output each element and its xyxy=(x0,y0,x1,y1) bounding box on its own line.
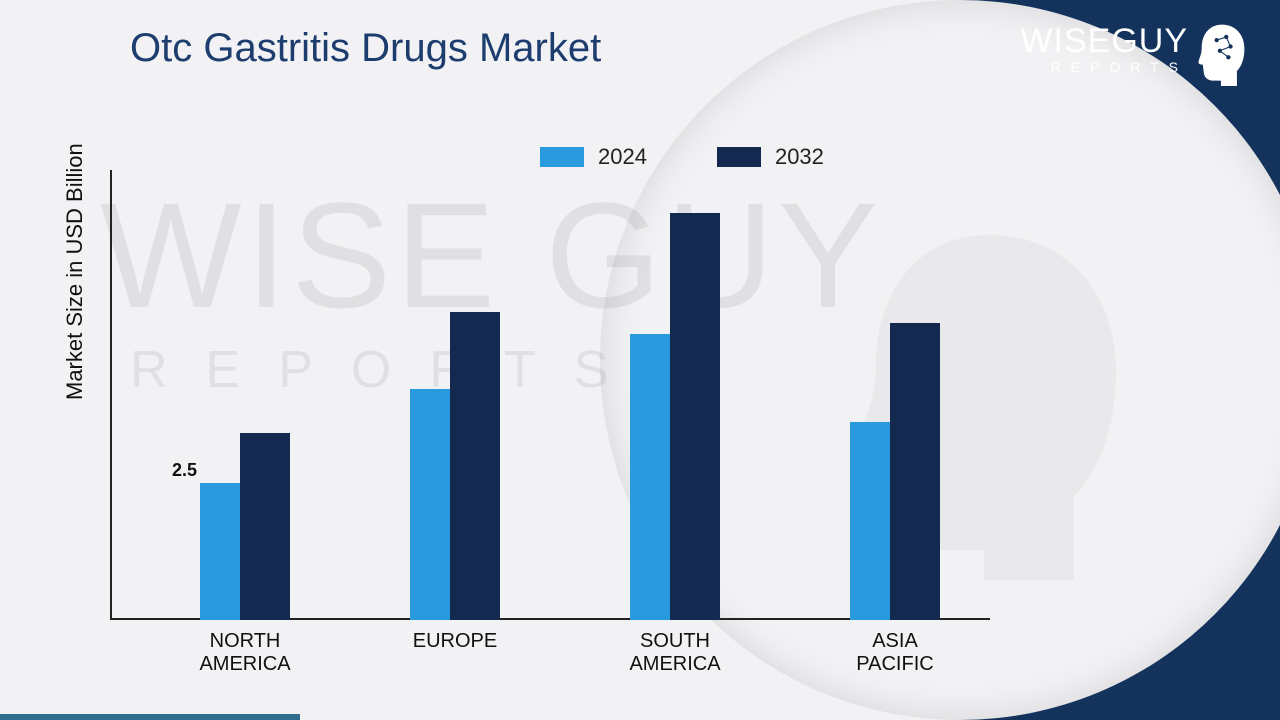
legend-label-2024: 2024 xyxy=(598,144,647,170)
plot-area: 2.5 xyxy=(110,180,990,620)
y-axis-line xyxy=(110,170,112,620)
bar-2032 xyxy=(450,312,500,620)
legend-swatch-2024 xyxy=(540,147,584,167)
brand-logo: WISEGUY REPORTS xyxy=(1020,22,1250,86)
bar-2032 xyxy=(670,213,720,620)
x-tick-label: EUROPE xyxy=(375,630,535,653)
x-tick-label: SOUTHAMERICA xyxy=(595,630,755,676)
x-axis-labels: NORTHAMERICA EUROPE SOUTHAMERICA ASIAPACIFI… xyxy=(110,622,990,682)
brand-line1: WISEGUY xyxy=(1020,22,1188,61)
x-tick-label: NORTHAMERICA xyxy=(165,630,325,676)
brand-line2: REPORTS xyxy=(1020,59,1188,75)
legend: 2024 2032 xyxy=(540,144,824,170)
brand-word-wise: WISE xyxy=(1020,22,1111,60)
y-axis-label: Market Size in USD Billion xyxy=(62,143,88,400)
brand-word-guy: GUY xyxy=(1111,22,1188,60)
legend-swatch-2032 xyxy=(717,147,761,167)
legend-item-2024: 2024 xyxy=(540,144,647,170)
chart-title: Otc Gastritis Drugs Market xyxy=(130,26,601,71)
bar-2032 xyxy=(890,323,940,620)
value-label: 2.5 xyxy=(172,460,197,481)
bottom-accent-bar xyxy=(0,714,300,720)
brand-head-icon xyxy=(1194,22,1250,86)
legend-item-2032: 2032 xyxy=(717,144,824,170)
legend-label-2032: 2032 xyxy=(775,144,824,170)
bar-2032 xyxy=(240,433,290,620)
x-tick-label: ASIAPACIFIC xyxy=(815,630,975,676)
chart-canvas: WISE GUY REPORTS Otc Gastritis Drugs Mar… xyxy=(0,0,1280,720)
